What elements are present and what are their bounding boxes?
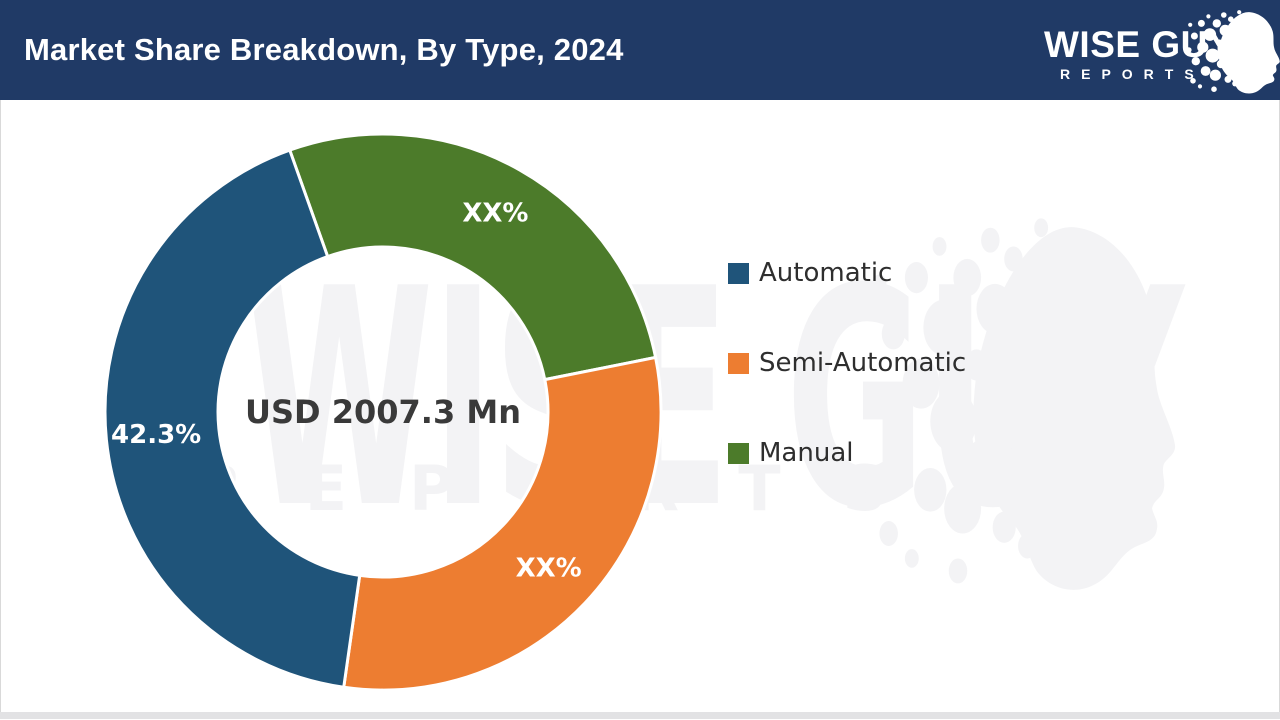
logo-reports-text: REPORTS bbox=[1060, 66, 1205, 82]
legend-swatch-manual bbox=[728, 442, 749, 464]
legend-label-automatic: Automatic bbox=[759, 258, 893, 288]
slice-label-manual: XX% bbox=[462, 199, 528, 229]
slice-manual bbox=[287, 132, 658, 382]
legend-swatch-semi-automatic bbox=[728, 352, 749, 374]
bottom-strip bbox=[0, 712, 1280, 719]
legend-item-manual: Manual bbox=[728, 438, 966, 468]
legend-item-automatic: Automatic bbox=[728, 258, 966, 288]
legend-label-manual: Manual bbox=[759, 438, 854, 468]
legend-label-semi-automatic: Semi-Automatic bbox=[759, 348, 967, 378]
donut-slices: XX% XX% 42.3% bbox=[103, 132, 663, 692]
header-bar: WISE GUY REPORTS Market Share Breakdown,… bbox=[0, 0, 1280, 100]
slice-label-semi-automatic: XX% bbox=[516, 554, 582, 584]
chart-legend: Automatic Semi-Automatic Manual bbox=[728, 258, 966, 528]
page-title: Market Share Breakdown, By Type, 2024 bbox=[24, 32, 624, 67]
slice-automatic bbox=[103, 148, 362, 689]
donut-center-value: USD 2007.3 Mn bbox=[245, 393, 521, 431]
header-background bbox=[0, 0, 1280, 100]
logo-head-icon bbox=[1186, 10, 1280, 94]
watermark-head-icon bbox=[865, 218, 1176, 590]
legend-item-semi-automatic: Semi-Automatic bbox=[728, 348, 966, 378]
slice-label-automatic: 42.3% bbox=[111, 420, 201, 450]
slice-semi-automatic bbox=[342, 355, 663, 692]
legend-swatch-automatic bbox=[728, 262, 749, 284]
